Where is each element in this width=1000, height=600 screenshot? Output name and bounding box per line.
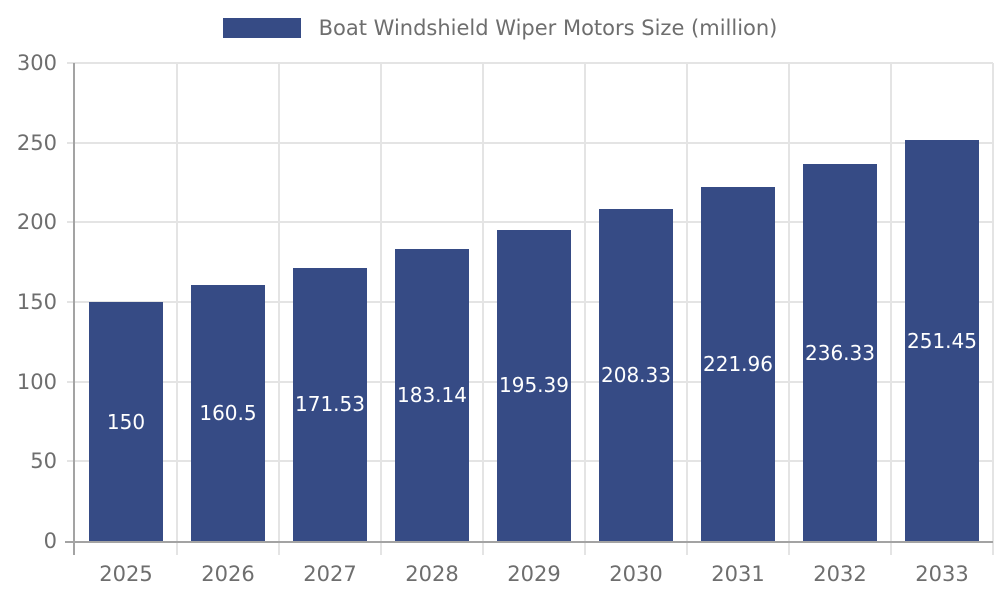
x-axis-line [65, 541, 993, 543]
x-tick-label-2031: 2031 [711, 562, 765, 586]
gridline-v [788, 63, 790, 555]
bar-2031: 221.96 [701, 187, 775, 541]
y-tick-label-300: 300 [16, 51, 57, 75]
bar-value-label: 150 [106, 409, 146, 434]
bar-2028: 183.14 [395, 249, 469, 541]
gridline-v [992, 63, 994, 555]
x-tick-label-2029: 2029 [507, 562, 561, 586]
bar-value-label: 160.5 [199, 401, 257, 426]
bar-value-label: 171.53 [295, 392, 365, 417]
bar-value-label: 208.33 [601, 363, 671, 388]
x-tick-label-2032: 2032 [813, 562, 867, 586]
bar-value-label: 236.33 [805, 340, 875, 365]
bar-2029: 195.39 [497, 229, 571, 541]
bar-2026: 160.5 [191, 285, 265, 541]
x-tick-label-2027: 2027 [303, 562, 357, 586]
bar-value-label: 195.39 [499, 373, 569, 398]
y-tick-label-200: 200 [16, 210, 57, 235]
y-tick-label-250: 250 [16, 130, 57, 155]
x-tick-label-2025: 2025 [99, 562, 153, 586]
y-tick-label-50: 50 [30, 449, 57, 474]
legend: Boat Windshield Wiper Motors Size (milli… [0, 14, 1000, 42]
gridline-h-300 [67, 62, 993, 64]
gridline-v [686, 63, 688, 555]
bar-value-label: 221.96 [703, 352, 773, 377]
x-tick-label-2033: 2033 [915, 562, 969, 586]
gridline-v [380, 63, 382, 555]
y-tick-label-0: 0 [43, 529, 57, 553]
bar-2030: 208.33 [599, 209, 673, 541]
bar-value-label: 183.14 [397, 383, 467, 408]
y-tick-label-150: 150 [16, 290, 57, 314]
plot-area: 150 160.5 171.53 183.14 195.39 208.33 221.96 23… [65, 62, 994, 555]
gridline-h-200 [67, 221, 993, 224]
bar-2027: 171.53 [293, 267, 367, 541]
bar-2025: 150 [89, 302, 163, 541]
gridline-v [890, 63, 892, 555]
gridline-v [482, 63, 484, 555]
bar-value-label: 251.45 [907, 328, 977, 353]
x-tick-label-2028: 2028 [405, 562, 459, 586]
y-tick-label-100: 100 [16, 369, 57, 394]
legend-swatch [222, 18, 301, 38]
y-axis-line [73, 63, 75, 555]
bar-2032: 236.33 [803, 164, 877, 541]
gridline-v [278, 63, 280, 555]
x-tick-label-2030: 2030 [609, 562, 663, 586]
gridline-h-250 [67, 141, 993, 144]
x-tick-label-2026: 2026 [201, 562, 255, 586]
legend-label: Boat Windshield Wiper Motors Size (milli… [318, 16, 778, 40]
gridline-v [584, 63, 586, 555]
bar-2033: 251.45 [905, 140, 979, 541]
gridline-v [176, 63, 178, 555]
